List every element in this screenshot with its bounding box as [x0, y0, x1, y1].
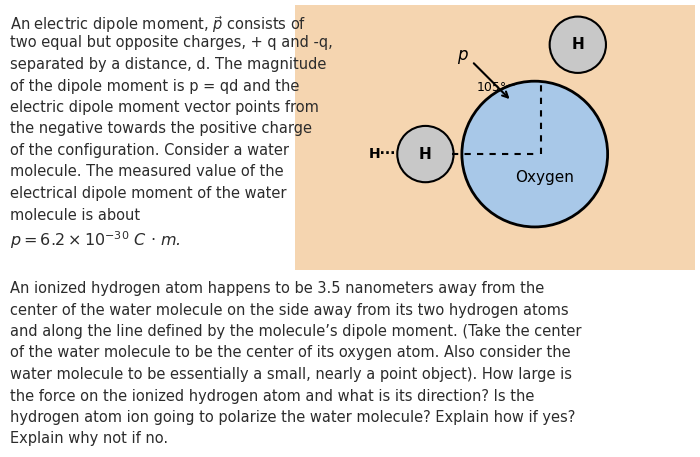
Text: $p = 6.2 \times 10^{-30}$ C $\cdot$ m.: $p = 6.2 \times 10^{-30}$ C $\cdot$ m.: [10, 229, 181, 251]
Text: An ionized hydrogen atom happens to be 3.5 nanometers away from the: An ionized hydrogen atom happens to be 3…: [10, 281, 545, 296]
Text: H: H: [419, 147, 432, 162]
Text: of the water molecule to be the center of its oxygen atom. Also consider the: of the water molecule to be the center o…: [10, 345, 570, 361]
Text: Explain why not if no.: Explain why not if no.: [10, 431, 168, 446]
Text: p: p: [456, 46, 467, 64]
Text: 105°: 105°: [477, 81, 507, 94]
Text: and along the line defined by the molecule’s dipole moment. (Take the center: and along the line defined by the molecu…: [10, 324, 582, 339]
Text: molecule is about: molecule is about: [10, 207, 140, 223]
Circle shape: [398, 126, 454, 182]
Text: of the dipole moment is p = qd and the: of the dipole moment is p = qd and the: [10, 79, 300, 94]
Text: electric dipole moment vector points from: electric dipole moment vector points fro…: [10, 100, 319, 115]
Text: separated by a distance, d. The magnitude: separated by a distance, d. The magnitud…: [10, 57, 326, 72]
Text: Oxygen: Oxygen: [515, 170, 574, 185]
Text: H···: H···: [368, 147, 395, 161]
Text: of the configuration. Consider a water: of the configuration. Consider a water: [10, 143, 289, 158]
Text: center of the water molecule on the side away from its two hydrogen atoms: center of the water molecule on the side…: [10, 303, 568, 318]
Text: H: H: [571, 37, 584, 52]
Text: electrical dipole moment of the water: electrical dipole moment of the water: [10, 186, 286, 201]
Text: water molecule to be essentially a small, nearly a point object). How large is: water molecule to be essentially a small…: [10, 367, 572, 382]
Text: An electric dipole moment, $\vec{p}$ consists of: An electric dipole moment, $\vec{p}$ con…: [10, 14, 307, 35]
Text: hydrogen atom ion going to polarize the water molecule? Explain how if yes?: hydrogen atom ion going to polarize the …: [10, 410, 575, 425]
Text: the force on the ionized hydrogen atom and what is its direction? Is the: the force on the ionized hydrogen atom a…: [10, 388, 534, 404]
Circle shape: [550, 16, 606, 73]
Text: two equal but opposite charges, + q and -q,: two equal but opposite charges, + q and …: [10, 36, 332, 51]
Text: the negative towards the positive charge: the negative towards the positive charge: [10, 122, 312, 137]
Bar: [295, 5, 695, 270]
Text: molecule. The measured value of the: molecule. The measured value of the: [10, 165, 284, 180]
Circle shape: [462, 81, 608, 227]
